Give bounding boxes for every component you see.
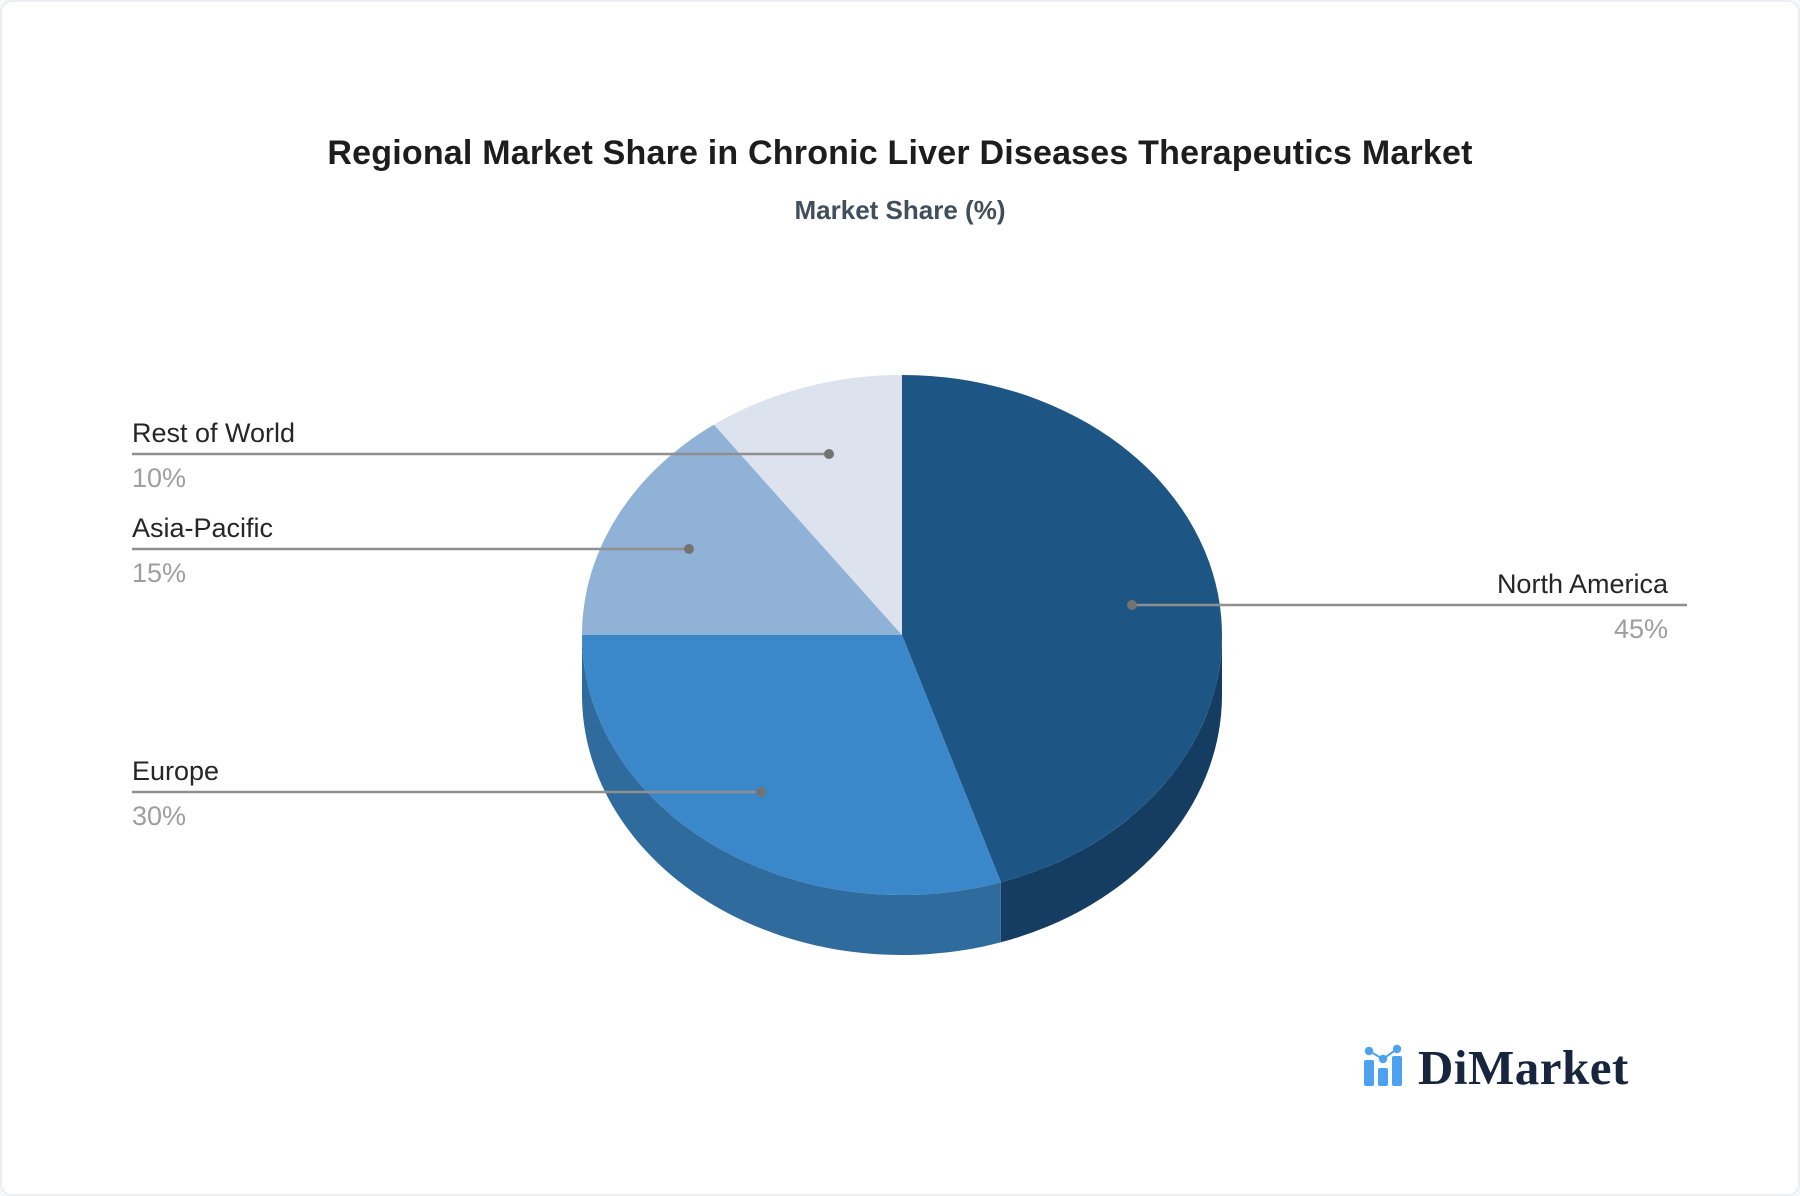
pie-slice-side-europe (582, 635, 1001, 955)
dimarket-logo: DiMarket (1364, 1040, 1629, 1095)
callout-label: Rest of World (132, 418, 296, 448)
bar-line-chart-icon (1364, 1044, 1402, 1086)
chart-subtitle: Market Share (%) (794, 195, 1006, 225)
callout-asia-pacific: Asia-Pacific 15% (132, 513, 273, 588)
chart-title: Regional Market Share in Chronic Liver D… (327, 134, 1473, 172)
pie-slices (582, 375, 1222, 955)
callout-rest-of-world: Rest of World 10% (132, 418, 295, 493)
callout-value: 45% (1613, 614, 1668, 644)
pie-slice-asia-pacific[interactable] (582, 424, 902, 635)
callout-value: 15% (132, 558, 187, 588)
callout-dots (684, 449, 1137, 797)
pie-slice-europe[interactable] (582, 635, 1001, 895)
leader-dot-asia-pacific (684, 544, 694, 554)
pie-slice-rest-of-world[interactable] (713, 375, 902, 635)
callout-label: North America (1496, 569, 1668, 599)
callout-value: 10% (132, 463, 187, 493)
pie-slice-side-north-america (1000, 635, 1222, 943)
callout-europe: Europe 30% (132, 756, 219, 831)
leader-dot-rest-of-world (824, 449, 834, 459)
callout-label: Europe (132, 756, 220, 786)
callout-north-america: North America 45% (1497, 569, 1668, 644)
pie-slice-north-america[interactable] (902, 375, 1222, 883)
leader-dot-north-america (1127, 600, 1137, 610)
brand-name: DiMarket (1418, 1040, 1629, 1095)
callout-label: Asia-Pacific (132, 513, 274, 543)
leader-dot-europe (756, 787, 766, 797)
callout-lines (132, 452, 1687, 794)
callout-value: 30% (132, 801, 187, 831)
